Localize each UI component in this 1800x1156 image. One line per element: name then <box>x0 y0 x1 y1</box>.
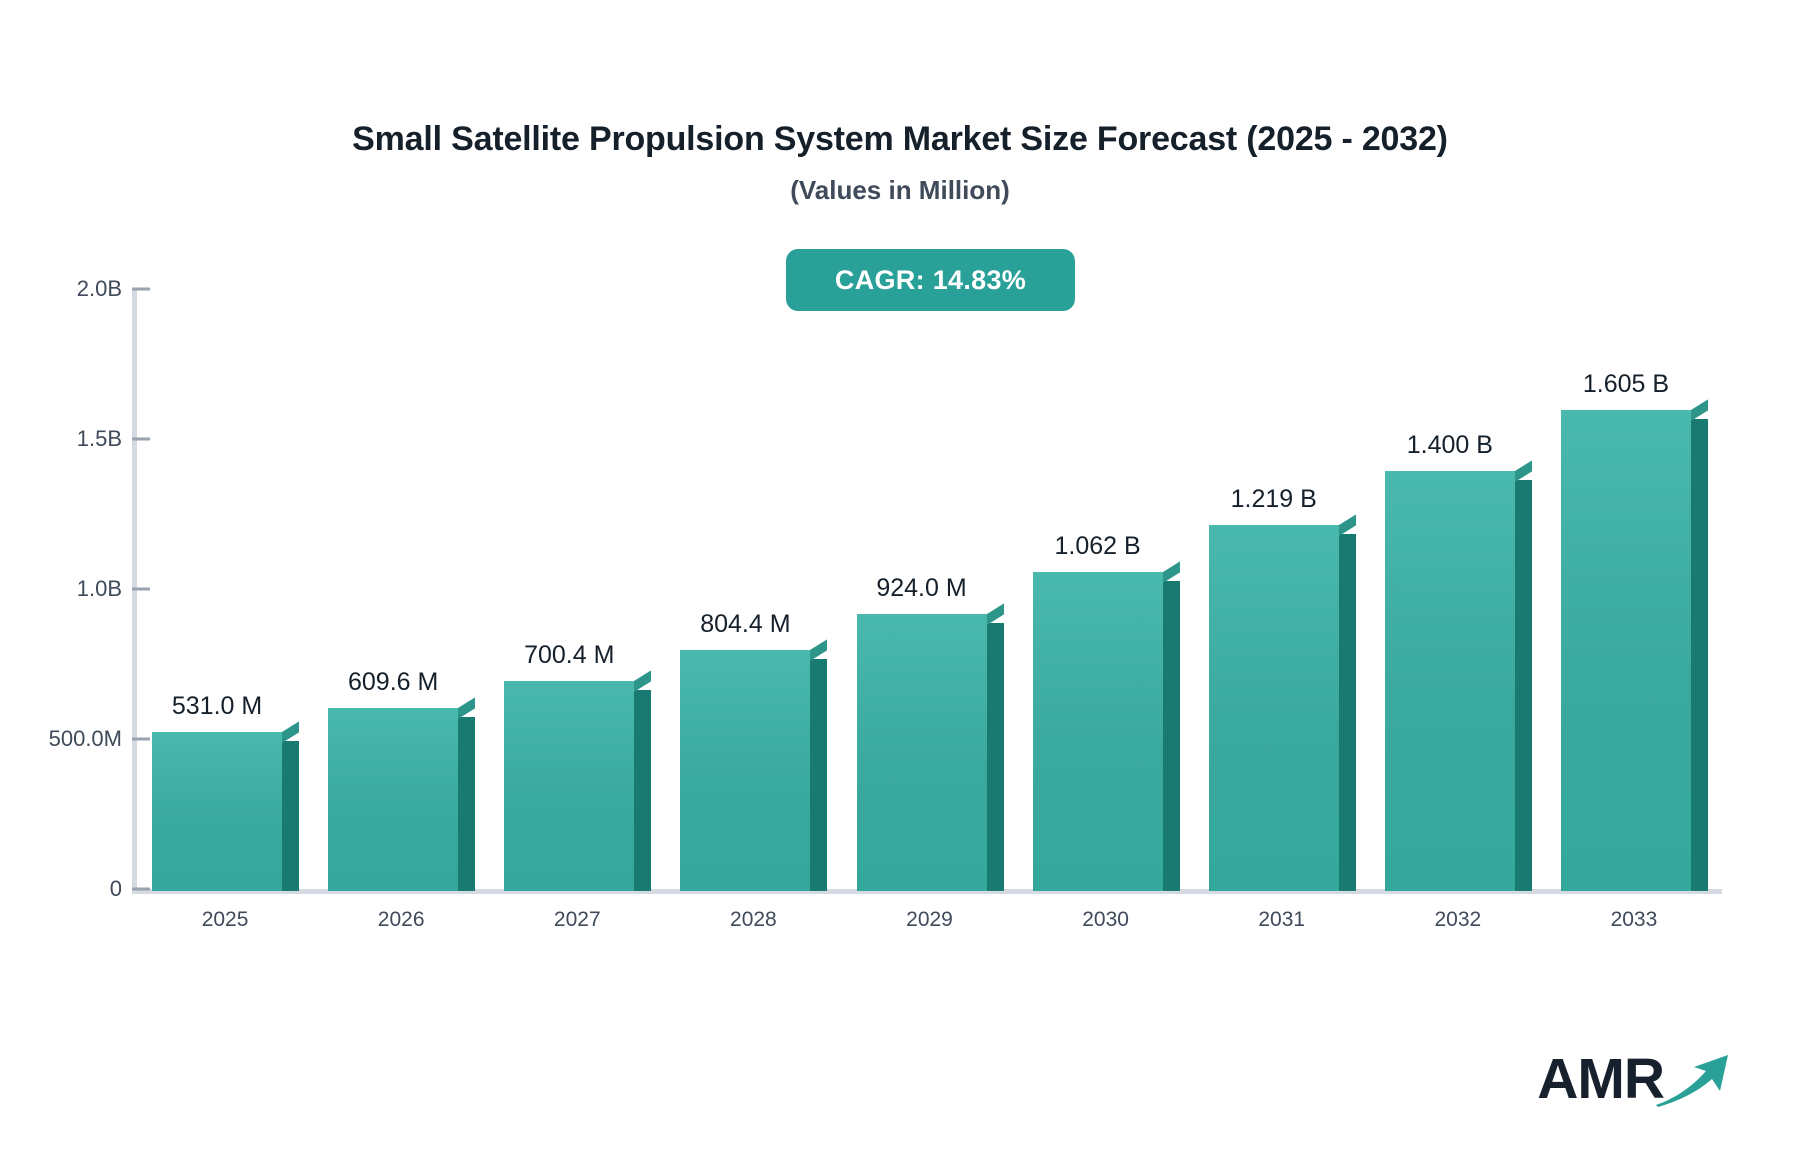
bar-top-face <box>634 670 652 692</box>
bar-side-face <box>810 658 828 891</box>
bar-front-face <box>1384 471 1515 891</box>
y-axis-tick-label: 1.5B <box>0 426 150 452</box>
y-axis-tick-label: 1.0B <box>0 576 150 602</box>
bar-side-face <box>458 717 476 891</box>
y-axis-tick-label: 500.0M <box>0 726 150 752</box>
x-axis-tick-label: 2029 <box>906 908 953 931</box>
bar-top-face <box>1690 398 1708 421</box>
x-axis-tick-label: 2032 <box>1434 908 1482 931</box>
x-axis-tick-label: 2031 <box>1258 908 1306 931</box>
y-axis-tick-label: 0 <box>0 876 150 902</box>
bar-2030: 1.062 B <box>1032 532 1180 891</box>
page-title: Small Satellite Propulsion System Market… <box>352 120 1448 158</box>
chart-subtitle: (Values in Million) <box>790 175 1010 205</box>
bar-side-face <box>1514 480 1532 891</box>
amr-logo: AMR <box>1537 1051 1732 1108</box>
bar-front-face <box>680 649 811 891</box>
growth-arrow-icon <box>1654 1051 1732 1114</box>
x-axis-tick-label: 2028 <box>730 908 777 931</box>
bar-2026: 609.6 M <box>328 668 476 891</box>
amr-logo-text: AMR <box>1537 1047 1665 1111</box>
bar-top-face <box>1514 460 1532 482</box>
bar-top-face <box>986 603 1004 625</box>
bar-side-face <box>986 622 1004 891</box>
bar-top-face <box>1162 561 1180 584</box>
bar-value-label: 700.4 M <box>524 640 615 669</box>
bar-value-label: 609.6 M <box>347 668 439 697</box>
bar-value-label: 1.062 B <box>1054 532 1141 561</box>
bar-side-face <box>1338 534 1356 891</box>
bar-2025: 531.0 M <box>152 692 300 891</box>
bar-2029: 924.0 M <box>856 574 1004 891</box>
bar-top-face <box>810 639 828 661</box>
bar-value-label: 1.400 B <box>1406 431 1493 459</box>
bar-2032: 1.400 B <box>1384 431 1532 891</box>
bar-side-face <box>282 740 300 891</box>
bar-2028: 804.4 M <box>680 610 828 891</box>
bar-front-face <box>504 680 635 891</box>
bar-side-face <box>634 689 652 891</box>
cagr-badge: CAGR: 14.83% <box>786 249 1075 311</box>
x-axis-tick-label: 2030 <box>1082 908 1129 931</box>
bar-value-label: 1.605 B <box>1582 369 1670 398</box>
y-axis-tick-mark <box>132 587 150 591</box>
x-axis-tick-label: 2033 <box>1610 908 1658 931</box>
bar-value-label: 531.0 M <box>171 691 263 720</box>
bar-front-face <box>1208 525 1339 891</box>
x-axis-line <box>132 889 1722 894</box>
bar-front-face <box>1032 572 1163 891</box>
bar-top-face <box>458 697 476 720</box>
bar-top-face <box>282 721 300 743</box>
y-axis-tick-mark <box>132 737 150 741</box>
bar-front-face <box>1560 409 1691 891</box>
y-axis-tick-mark <box>132 437 150 441</box>
bar-front-face <box>856 613 987 891</box>
bar-value-label: 924.0 M <box>876 573 967 602</box>
y-axis-tick-label: 2.0B <box>0 276 150 302</box>
bar-side-face <box>1162 581 1180 891</box>
x-axis-tick-label: 2025 <box>201 908 249 931</box>
bar-top-face <box>1338 514 1356 537</box>
x-axis-tick-label: 2026 <box>377 908 425 931</box>
bar-front-face <box>152 731 283 891</box>
bar-front-face <box>328 708 459 891</box>
x-axis-tick-label: 2027 <box>553 908 601 931</box>
bar-value-label: 804.4 M <box>700 609 791 638</box>
bar-2031: 1.219 B <box>1208 485 1356 891</box>
bar-value-label: 1.219 B <box>1230 485 1317 514</box>
y-axis-tick-mark <box>132 287 150 291</box>
cagr-badge-label: CAGR: 14.83% <box>834 264 1027 295</box>
bar-side-face <box>1690 418 1708 891</box>
bar-2027: 700.4 M <box>504 641 652 891</box>
bar-2033: 1.605 B <box>1560 370 1708 891</box>
y-axis-tick-mark <box>132 887 150 891</box>
